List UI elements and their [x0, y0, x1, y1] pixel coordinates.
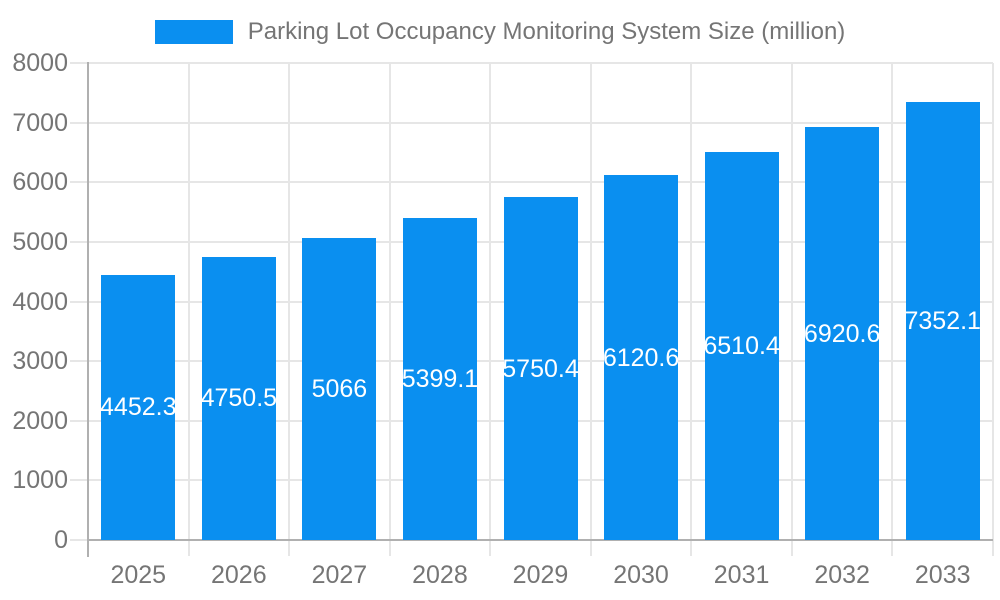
- bar-2026[interactable]: [201, 256, 276, 540]
- y-axis-tick: [70, 240, 88, 243]
- bar-value-label: 5750.4: [502, 354, 579, 383]
- y-axis-tick: [70, 121, 88, 124]
- bar-2033[interactable]: [905, 101, 980, 540]
- gridline-vertical: [992, 63, 994, 540]
- bar-2027[interactable]: [302, 237, 377, 540]
- bar-2031[interactable]: [704, 151, 779, 540]
- x-axis-label: 2028: [412, 561, 468, 589]
- y-axis-label: 3000: [12, 347, 68, 376]
- y-axis-tick: [70, 539, 88, 541]
- bar-value-label: 5066: [311, 374, 368, 403]
- gridline-vertical: [891, 63, 894, 540]
- x-axis-label: 2026: [211, 561, 267, 589]
- bar-value-label: 7352.1: [904, 306, 981, 335]
- bar-2032[interactable]: [805, 127, 880, 540]
- gridline-horizontal: [88, 62, 993, 64]
- x-axis-label: 2031: [713, 561, 770, 589]
- y-axis-label: 8000: [12, 49, 68, 77]
- y-axis-tick: [70, 300, 88, 303]
- gridline-vertical: [288, 63, 291, 540]
- y-axis-label: 6000: [12, 168, 68, 197]
- y-axis-tick: [70, 62, 88, 64]
- y-axis-tick: [70, 479, 88, 482]
- x-axis-tick: [187, 540, 190, 556]
- y-axis-label: 5000: [12, 227, 68, 256]
- x-axis-tick: [891, 540, 894, 556]
- gridline-horizontal: [88, 121, 993, 124]
- y-axis-line: [87, 62, 89, 557]
- gridline-vertical: [790, 63, 793, 540]
- legend-label: Parking Lot Occupancy Monitoring System …: [247, 18, 846, 45]
- x-axis-label: 2027: [311, 561, 368, 589]
- x-axis-label: 2032: [814, 561, 870, 589]
- legend[interactable]: Parking Lot Occupancy Monitoring System …: [0, 15, 1000, 49]
- gridline-vertical: [187, 63, 190, 540]
- x-axis-tick: [992, 540, 994, 556]
- bar-value-label: 6920.6: [803, 319, 881, 348]
- y-axis-label: 7000: [12, 108, 68, 137]
- x-axis-tick: [790, 540, 793, 556]
- gridline-vertical: [589, 63, 592, 540]
- gridline-vertical: [489, 63, 492, 540]
- y-axis-tick: [70, 181, 88, 184]
- x-axis-label: 2029: [512, 561, 569, 589]
- bar-2029[interactable]: [503, 197, 578, 540]
- gridline-horizontal: [88, 181, 993, 184]
- x-axis-tick: [288, 540, 291, 556]
- bar-value-label: 4452.3: [100, 393, 177, 422]
- bar-2030[interactable]: [604, 175, 679, 540]
- x-axis-label: 2025: [110, 561, 167, 589]
- y-axis-label: 0: [54, 526, 68, 554]
- x-axis-tick: [489, 540, 492, 556]
- y-axis-tick: [70, 360, 88, 363]
- gridline-vertical: [388, 63, 391, 540]
- y-axis-label: 1000: [12, 466, 68, 495]
- bar-value-label: 4750.5: [200, 384, 278, 413]
- x-axis-tick: [690, 540, 693, 556]
- bar-2025[interactable]: [101, 274, 176, 540]
- y-axis-tick: [70, 419, 88, 422]
- bar-value-label: 6120.6: [602, 343, 680, 372]
- bar-value-label: 5399.1: [401, 365, 479, 394]
- x-axis-label: 2033: [914, 561, 971, 589]
- bar-2028[interactable]: [402, 218, 477, 540]
- gridline-vertical: [690, 63, 693, 540]
- y-axis-label: 2000: [12, 406, 68, 435]
- y-axis-label: 4000: [12, 287, 68, 316]
- legend-swatch: [154, 20, 233, 44]
- x-axis-label: 2030: [613, 561, 669, 589]
- x-axis-tick: [589, 540, 592, 556]
- x-axis-tick: [388, 540, 391, 556]
- x-axis-line: [88, 539, 993, 541]
- bar-value-label: 6510.4: [703, 331, 780, 360]
